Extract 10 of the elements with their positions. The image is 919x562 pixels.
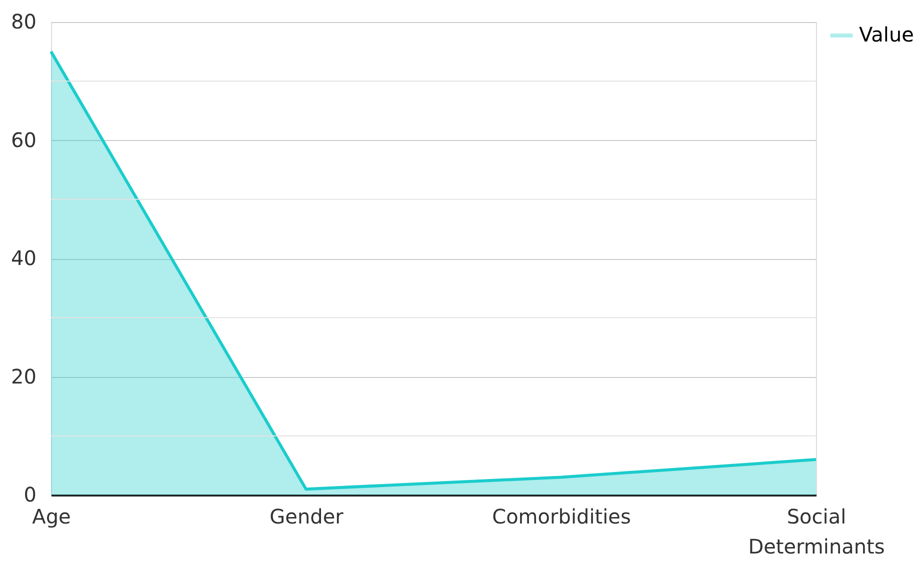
x-tick-label: Social Determinants	[748, 504, 885, 558]
x-tick-label: Gender	[270, 504, 344, 528]
legend-label: Value	[859, 22, 914, 46]
y-tick-label: 80	[11, 10, 36, 34]
y-tick-label: 60	[11, 128, 36, 152]
y-tick-label: 20	[11, 364, 36, 388]
x-tick-label: Age	[32, 504, 71, 528]
x-tick-label: Comorbidities	[492, 504, 631, 528]
y-tick-label: 0	[24, 482, 36, 506]
y-tick-label: 40	[11, 246, 36, 270]
